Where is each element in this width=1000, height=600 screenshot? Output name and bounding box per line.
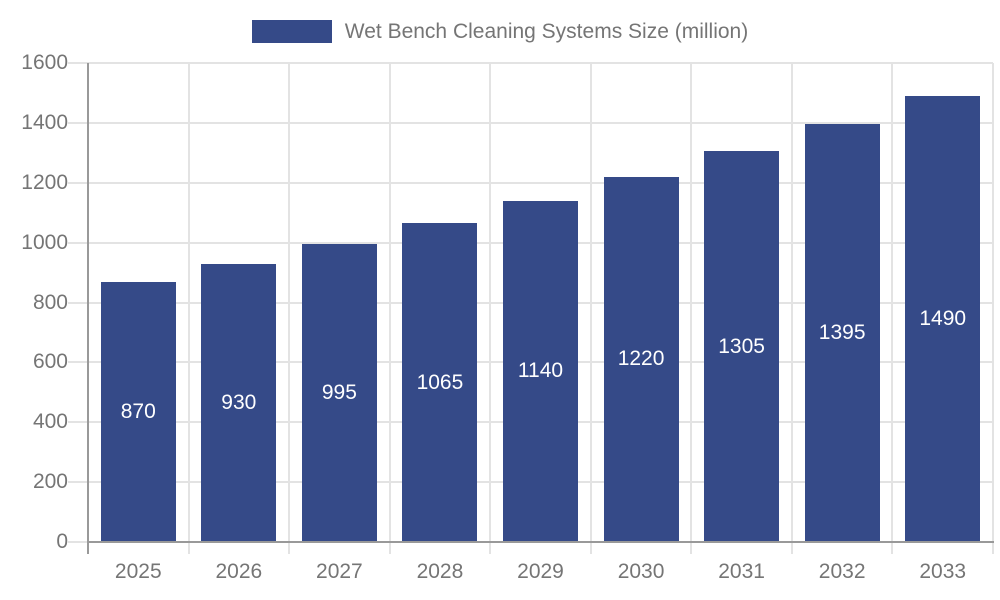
y-axis-label: 1000	[21, 230, 68, 254]
x-axis-tick	[690, 542, 693, 554]
y-axis-label: 800	[32, 290, 68, 314]
y-axis-tick	[68, 181, 88, 184]
bar-2025[interactable]: 870	[100, 281, 176, 542]
x-axis-tick	[388, 542, 391, 554]
gridline-vertical	[992, 63, 994, 542]
bar-2027[interactable]: 995	[301, 244, 377, 542]
x-axis-label-2025: 2025	[114, 560, 162, 583]
y-axis-tick	[68, 121, 88, 124]
gridline-vertical	[388, 63, 391, 542]
gridline-horizontal	[88, 62, 993, 64]
x-axis-tick	[790, 542, 793, 554]
x-axis-label-2030: 2030	[617, 560, 665, 583]
y-axis-label: 0	[56, 530, 68, 553]
gridline-vertical	[288, 63, 291, 542]
gridline-vertical	[690, 63, 693, 542]
y-axis-tick	[68, 481, 88, 484]
legend-swatch-icon	[251, 20, 332, 43]
y-axis-tick	[68, 361, 88, 364]
bar-2033[interactable]: 1490	[905, 95, 981, 542]
bar-value-label: 1490	[919, 306, 967, 330]
gridline-horizontal	[88, 121, 993, 124]
bar-2029[interactable]: 1140	[503, 200, 578, 542]
x-axis-tick	[187, 542, 190, 554]
y-axis-label: 600	[32, 350, 68, 374]
y-axis-tick	[68, 241, 88, 244]
x-axis-label-2027: 2027	[316, 560, 363, 583]
y-axis-label: 1400	[21, 110, 68, 134]
legend[interactable]: Wet Bench Cleaning Systems Size (million…	[0, 20, 1000, 43]
gridline-horizontal	[88, 181, 993, 184]
y-axis-label: 1600	[21, 51, 68, 74]
y-axis-tick	[68, 541, 88, 543]
x-axis-label-2029: 2029	[517, 560, 564, 583]
bar-2028[interactable]: 1065	[402, 223, 478, 542]
gridline-vertical	[790, 63, 793, 542]
gridline-vertical	[489, 63, 492, 542]
gridline-vertical	[891, 63, 894, 542]
bar-value-label: 930	[221, 390, 257, 414]
y-axis-label: 1200	[21, 170, 68, 194]
bar-value-label: 995	[321, 381, 357, 405]
bar-value-label: 870	[120, 399, 156, 423]
gridline-vertical	[187, 63, 190, 542]
x-axis-label-2032: 2032	[818, 560, 866, 583]
y-axis-tick	[68, 62, 88, 64]
bar-2026[interactable]: 930	[201, 263, 277, 542]
legend-label: Wet Bench Cleaning Systems Size (million…	[344, 20, 749, 43]
y-axis-label: 400	[32, 410, 68, 434]
bar-value-label: 1220	[617, 347, 665, 371]
y-axis-tick	[68, 301, 88, 304]
gridline-vertical	[589, 63, 592, 542]
x-axis-label-2033: 2033	[919, 560, 967, 583]
x-axis-tick	[288, 542, 291, 554]
bar-value-label: 1140	[517, 359, 564, 383]
x-axis-tick	[589, 542, 592, 554]
y-axis-label: 200	[32, 470, 68, 494]
x-axis-label-2028: 2028	[416, 560, 464, 583]
bar-value-label: 1305	[718, 334, 765, 358]
x-axis-line	[87, 541, 994, 543]
y-axis-tick	[68, 421, 88, 424]
bar-value-label: 1395	[818, 321, 866, 345]
x-axis-label-2031: 2031	[718, 560, 765, 583]
bar-2031[interactable]: 1305	[704, 151, 780, 542]
bar-2030[interactable]: 1220	[603, 176, 679, 542]
bar-value-label: 1065	[416, 370, 464, 394]
x-axis-tick	[489, 542, 492, 554]
x-axis-label-2026: 2026	[215, 560, 263, 583]
y-axis-line	[87, 63, 89, 554]
x-axis-tick	[992, 542, 994, 554]
bar-2032[interactable]: 1395	[804, 124, 880, 542]
x-axis-tick	[891, 542, 894, 554]
